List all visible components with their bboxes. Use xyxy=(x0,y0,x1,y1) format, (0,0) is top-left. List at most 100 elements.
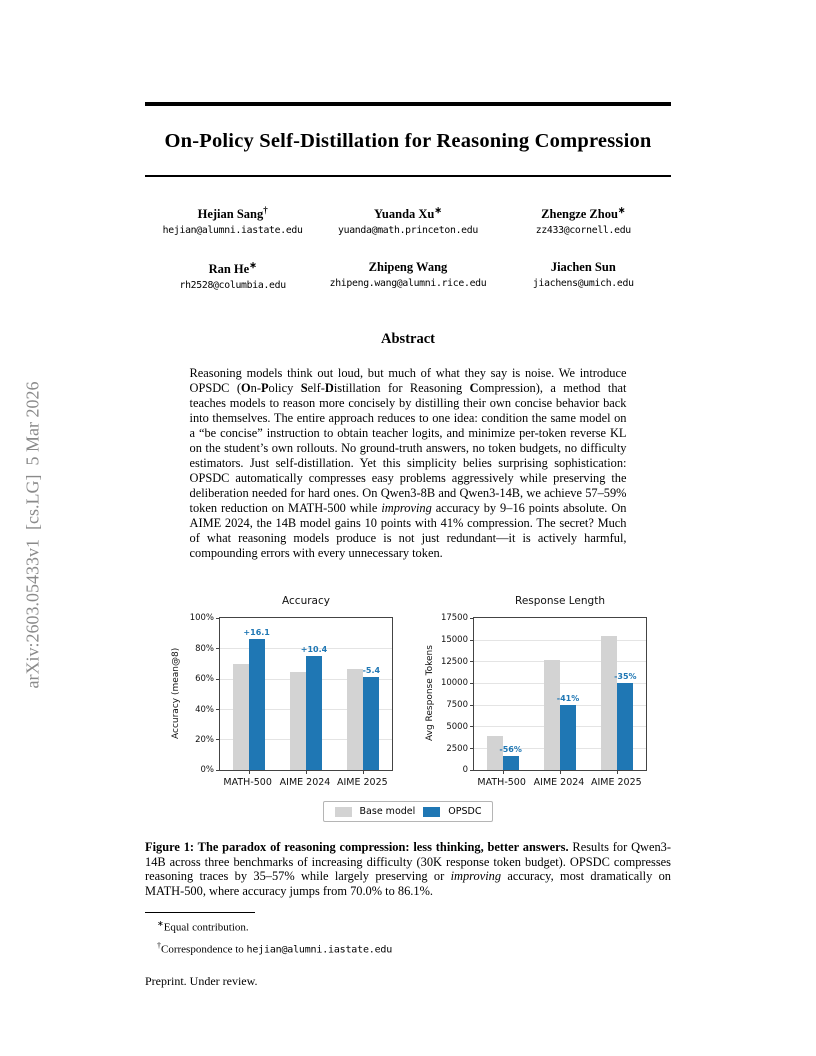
y-tick-mark xyxy=(470,682,474,684)
figure-caption: Figure 1: The paradox of reasoning compr… xyxy=(145,840,671,898)
text-segment: Results for Qwen3-14B across three bench… xyxy=(145,840,671,884)
text-segment: ompression), a method that teaches model… xyxy=(189,381,627,516)
bar-annotation: -56% xyxy=(499,744,522,754)
legend-swatch-base-model xyxy=(334,806,352,817)
charts-row: Accuracy Accuracy (mean@8) 0% 20% 40% 60% 80… xyxy=(145,595,671,789)
author-email: rh2528@columbia.edu xyxy=(179,280,286,292)
abstract-heading: Abstract xyxy=(381,331,435,348)
y-tick-mark xyxy=(216,739,220,741)
text-segment: P xyxy=(260,381,269,396)
accuracy-chart: Accuracy Accuracy (mean@8) 0% 20% 40% 60% 80… xyxy=(169,595,393,789)
authors-grid: Hejian Sang† hejian@alumni.iastate.edu Yua… xyxy=(145,205,671,291)
legend-label-opsdc: OPSDC xyxy=(448,806,482,818)
footnote-marker: † xyxy=(157,941,161,951)
paper-title: On-Policy Self-Distillation for Reasonin… xyxy=(164,130,652,152)
y-tick-mark xyxy=(470,726,474,728)
text-segment: S xyxy=(300,381,308,396)
x-tick-mark xyxy=(502,770,504,775)
response-length-plot-area: 0 2500 5000 7500 10000 12500 15000 17500 -56% -41… xyxy=(441,613,647,775)
y-tick-mark xyxy=(470,769,474,771)
y-tick-label: 17500 xyxy=(440,613,468,624)
legend-label-base-model: Base model xyxy=(359,806,416,818)
y-tick-label: 5000 xyxy=(446,721,468,732)
y-tick-label: 80% xyxy=(195,643,214,654)
x-tick-mark xyxy=(617,770,619,775)
footnote-marker: ∗ xyxy=(157,918,164,928)
x-tick-label: MATH-500 xyxy=(223,777,272,789)
response-length-x-ticks: MATH-500 AIME 2024 AIME 2025 xyxy=(473,771,647,789)
footnote-block: ∗Equal contribution. †Correspondence to h… xyxy=(145,911,671,957)
y-tick-label: 100% xyxy=(189,613,214,624)
bar-opsdc-math-500 xyxy=(502,755,519,771)
author-email: jiachens@umich.edu xyxy=(532,278,634,290)
author-name: Yuanda Xu∗ xyxy=(374,205,442,222)
text-segment: D xyxy=(324,381,334,396)
accuracy-chart-canvas: Accuracy (mean@8) 0% 20% 40% 60% 80% 100% +16.… xyxy=(169,613,393,789)
gridline xyxy=(474,704,646,706)
text-segment: hejian@alumni.iastate.edu xyxy=(246,944,393,956)
author-marker: ∗ xyxy=(434,205,442,215)
text-segment: improving xyxy=(450,869,502,884)
author-name: Zhengze Zhou∗ xyxy=(541,205,626,222)
y-tick-label: 12500 xyxy=(440,656,468,667)
y-tick-mark xyxy=(216,709,220,710)
x-tick-mark xyxy=(248,770,250,775)
y-tick-label: 2500 xyxy=(446,743,468,754)
response-length-plot-outer: 0 2500 5000 7500 10000 12500 15000 17500 -56% -41… xyxy=(441,613,647,789)
x-tick-mark xyxy=(306,770,307,775)
author-marker: ∗ xyxy=(617,205,626,215)
response-length-chart-title: Response Length xyxy=(515,595,605,608)
bar-annotation: -5.4 xyxy=(362,666,381,676)
x-tick-mark xyxy=(363,770,365,775)
gridline xyxy=(220,648,392,650)
accuracy-x-ticks: MATH-500 AIME 2024 AIME 2025 xyxy=(219,771,393,789)
abstract-text: Reasoning models think out loud, but muc… xyxy=(190,366,627,561)
author-name: Hejian Sang† xyxy=(197,205,268,222)
legend-swatch-opsdc xyxy=(423,806,441,817)
author-block: Zhipeng Wang zhipeng.wang@alumni.rice.edu xyxy=(320,260,495,291)
y-tick-mark xyxy=(470,748,474,750)
author-block: Jiachen Sun jiachens@umich.edu xyxy=(496,260,671,291)
y-tick-label: 0 xyxy=(462,765,468,776)
author-block: Hejian Sang† hejian@alumni.iastate.edu xyxy=(145,205,320,236)
x-tick-label: AIME 2025 xyxy=(590,777,642,789)
accuracy-plot-outer: 0% 20% 40% 60% 80% 100% +16.1 +10.4 -5.4 MATH-50… xyxy=(190,613,393,789)
x-tick-label: AIME 2025 xyxy=(336,777,388,789)
author-block: Yuanda Xu∗ yuanda@math.princeton.edu xyxy=(320,205,495,236)
y-tick-label: 60% xyxy=(195,674,214,685)
text-segment: n- xyxy=(250,381,261,396)
footnote: ∗Equal contribution. xyxy=(145,917,671,935)
arxiv-stamp: arXiv:2603.05433v1 [cs.LG] 5 Mar 2026 xyxy=(22,381,43,689)
y-tick-mark xyxy=(470,704,474,706)
bar-annotation: +16.1 xyxy=(243,628,270,638)
author-email: yuanda@math.princeton.edu xyxy=(338,225,478,237)
author-email: hejian@alumni.iastate.edu xyxy=(162,225,303,237)
bar-opsdc-aime-2024 xyxy=(306,655,322,771)
response-length-chart: Response Length Avg Response Tokens 0 250… xyxy=(423,595,647,789)
author-name: Jiachen Sun xyxy=(550,260,616,275)
gridline xyxy=(474,661,646,663)
bar-base-model-math-500 xyxy=(486,736,503,771)
text-segment: Equal contribution. xyxy=(163,921,249,934)
response-length-y-axis-label: Avg Response Tokens xyxy=(425,645,435,742)
footnote: †Correspondence to hejian@alumni.iastate… xyxy=(145,939,671,957)
gridline xyxy=(474,639,646,641)
legend-row: Base model OPSDC xyxy=(145,801,671,823)
accuracy-plot-area: 0% 20% 40% 60% 80% 100% +16.1 +10.4 -5.4 xyxy=(190,613,393,775)
bar-annotation: -41% xyxy=(556,694,580,704)
response-length-chart-canvas: Avg Response Tokens 0 2500 5000 7500 10000 12… xyxy=(423,613,647,789)
accuracy-y-axis-label: Accuracy (mean@8) xyxy=(171,647,181,739)
y-tick-mark xyxy=(470,639,474,641)
gridline xyxy=(474,682,646,684)
x-tick-label: MATH-500 xyxy=(477,777,526,789)
text-segment: Figure 1: The paradox of reasoning compr… xyxy=(145,840,569,855)
preprint-note: Preprint. Under review. xyxy=(145,974,258,988)
bar-annotation: -35% xyxy=(614,671,637,681)
y-tick-label: 15000 xyxy=(440,635,468,646)
author-email: zhipeng.wang@alumni.rice.edu xyxy=(329,278,487,290)
text-segment: O xyxy=(241,381,251,396)
text-segment: Reasoning models think out loud, but muc… xyxy=(189,366,627,396)
x-tick-mark xyxy=(560,770,561,775)
paper-page: On-Policy Self-Distillation for Reasonin… xyxy=(145,0,671,957)
author-name: Zhipeng Wang xyxy=(368,260,448,275)
